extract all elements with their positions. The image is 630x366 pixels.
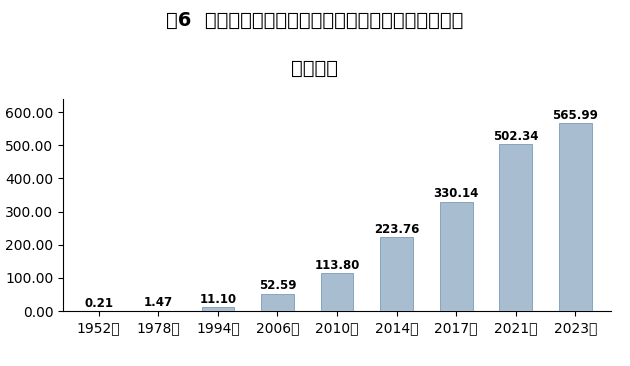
Text: 11.10: 11.10 (199, 293, 236, 306)
Text: 502.34: 502.34 (493, 130, 539, 143)
Bar (321, 273, 353, 311)
Bar (261, 294, 294, 311)
Bar (440, 202, 472, 311)
Text: 0.21: 0.21 (84, 297, 113, 310)
Text: 图6  新中国成立以来主要年份保山社会消费品零售总额: 图6 新中国成立以来主要年份保山社会消费品零售总额 (166, 11, 464, 30)
Text: （亿元）: （亿元） (292, 59, 338, 78)
Bar (381, 237, 413, 311)
Text: 223.76: 223.76 (374, 223, 420, 236)
Bar (500, 145, 532, 311)
Text: 113.80: 113.80 (314, 259, 360, 272)
Text: 1.47: 1.47 (144, 296, 173, 309)
Text: 565.99: 565.99 (553, 109, 598, 122)
Text: 52.59: 52.59 (259, 279, 296, 292)
Bar (559, 123, 592, 311)
Bar (202, 307, 234, 311)
Text: 330.14: 330.14 (433, 187, 479, 200)
